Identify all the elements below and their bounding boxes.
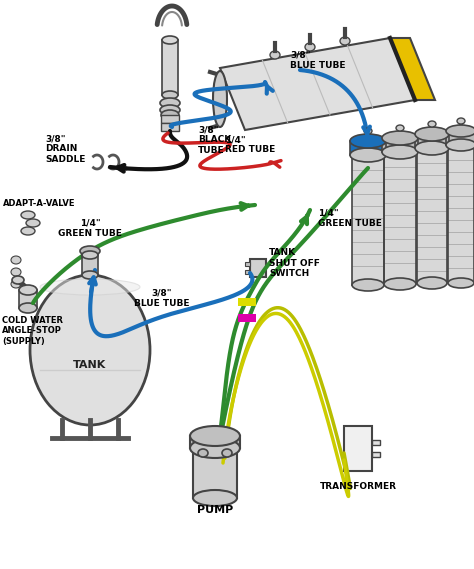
Ellipse shape bbox=[82, 271, 98, 279]
Ellipse shape bbox=[40, 279, 140, 295]
Ellipse shape bbox=[417, 277, 447, 289]
Polygon shape bbox=[382, 138, 418, 152]
Polygon shape bbox=[193, 448, 237, 498]
Ellipse shape bbox=[19, 303, 37, 313]
Polygon shape bbox=[220, 38, 415, 130]
Ellipse shape bbox=[12, 276, 24, 284]
Text: TRANSFORMER: TRANSFORMER bbox=[319, 482, 396, 491]
Ellipse shape bbox=[26, 219, 40, 227]
Ellipse shape bbox=[415, 141, 449, 155]
Ellipse shape bbox=[415, 127, 449, 141]
Ellipse shape bbox=[160, 105, 180, 115]
Ellipse shape bbox=[193, 440, 237, 456]
Ellipse shape bbox=[11, 256, 21, 264]
Polygon shape bbox=[19, 290, 37, 308]
FancyBboxPatch shape bbox=[161, 115, 179, 123]
Ellipse shape bbox=[190, 438, 240, 458]
FancyBboxPatch shape bbox=[372, 440, 380, 445]
Polygon shape bbox=[415, 134, 449, 148]
Text: 1/4"
GREEN TUBE: 1/4" GREEN TUBE bbox=[318, 208, 382, 228]
Ellipse shape bbox=[382, 145, 418, 159]
Polygon shape bbox=[384, 152, 416, 284]
Text: 3/8"
BLUE TUBE: 3/8" BLUE TUBE bbox=[290, 50, 346, 69]
FancyBboxPatch shape bbox=[372, 452, 380, 457]
Text: 3/8"
DRAIN
SADDLE: 3/8" DRAIN SADDLE bbox=[45, 134, 85, 164]
Ellipse shape bbox=[21, 227, 35, 235]
Ellipse shape bbox=[80, 246, 100, 256]
FancyBboxPatch shape bbox=[344, 426, 372, 471]
Ellipse shape bbox=[190, 426, 240, 446]
FancyBboxPatch shape bbox=[245, 262, 250, 266]
Ellipse shape bbox=[19, 285, 37, 295]
Ellipse shape bbox=[350, 148, 386, 162]
Ellipse shape bbox=[21, 211, 35, 219]
Polygon shape bbox=[82, 255, 98, 275]
Ellipse shape bbox=[428, 121, 436, 127]
Ellipse shape bbox=[162, 91, 178, 99]
Ellipse shape bbox=[446, 125, 474, 137]
Ellipse shape bbox=[160, 98, 180, 108]
Ellipse shape bbox=[222, 449, 232, 457]
Ellipse shape bbox=[352, 149, 384, 161]
Text: 3/8"
BLACK
TUBE: 3/8" BLACK TUBE bbox=[198, 125, 231, 155]
FancyBboxPatch shape bbox=[238, 314, 256, 322]
Ellipse shape bbox=[448, 278, 474, 288]
Text: TANK: TANK bbox=[73, 360, 107, 370]
Ellipse shape bbox=[162, 36, 178, 44]
Ellipse shape bbox=[396, 125, 404, 131]
Ellipse shape bbox=[352, 279, 384, 291]
Ellipse shape bbox=[11, 268, 21, 276]
Text: 1/4"
RED TUBE: 1/4" RED TUBE bbox=[225, 135, 275, 154]
FancyBboxPatch shape bbox=[238, 298, 256, 306]
Ellipse shape bbox=[457, 118, 465, 124]
Text: ADAPT-A-VALVE: ADAPT-A-VALVE bbox=[3, 199, 75, 208]
Ellipse shape bbox=[305, 43, 315, 51]
FancyBboxPatch shape bbox=[250, 259, 266, 277]
Ellipse shape bbox=[340, 37, 350, 45]
Polygon shape bbox=[162, 40, 178, 95]
Text: PUMP: PUMP bbox=[197, 505, 233, 515]
Text: 1/4"
GREEN TUBE: 1/4" GREEN TUBE bbox=[58, 218, 122, 238]
FancyBboxPatch shape bbox=[161, 123, 179, 131]
Polygon shape bbox=[446, 131, 474, 145]
Polygon shape bbox=[350, 141, 386, 155]
Ellipse shape bbox=[193, 490, 237, 506]
Text: TANK
SHUT OFF
SWITCH: TANK SHUT OFF SWITCH bbox=[269, 248, 320, 278]
Ellipse shape bbox=[198, 449, 208, 457]
FancyBboxPatch shape bbox=[245, 270, 250, 274]
Ellipse shape bbox=[448, 140, 474, 150]
Ellipse shape bbox=[384, 278, 416, 290]
Ellipse shape bbox=[364, 128, 372, 134]
Ellipse shape bbox=[350, 134, 386, 148]
Ellipse shape bbox=[446, 139, 474, 151]
Polygon shape bbox=[417, 148, 447, 283]
Ellipse shape bbox=[270, 51, 280, 59]
Ellipse shape bbox=[213, 71, 227, 127]
Ellipse shape bbox=[382, 131, 418, 145]
Polygon shape bbox=[448, 145, 474, 283]
Ellipse shape bbox=[161, 110, 179, 120]
Polygon shape bbox=[390, 38, 435, 100]
Ellipse shape bbox=[11, 280, 21, 288]
Polygon shape bbox=[352, 155, 384, 285]
Ellipse shape bbox=[82, 251, 98, 259]
Text: COLD WATER
ANGLE-STOP
(SUPPLY): COLD WATER ANGLE-STOP (SUPPLY) bbox=[2, 316, 63, 346]
Ellipse shape bbox=[384, 146, 416, 158]
Text: 3/8"
BLUE TUBE: 3/8" BLUE TUBE bbox=[134, 288, 190, 308]
Ellipse shape bbox=[417, 142, 447, 154]
Polygon shape bbox=[190, 436, 240, 448]
Ellipse shape bbox=[30, 275, 150, 425]
